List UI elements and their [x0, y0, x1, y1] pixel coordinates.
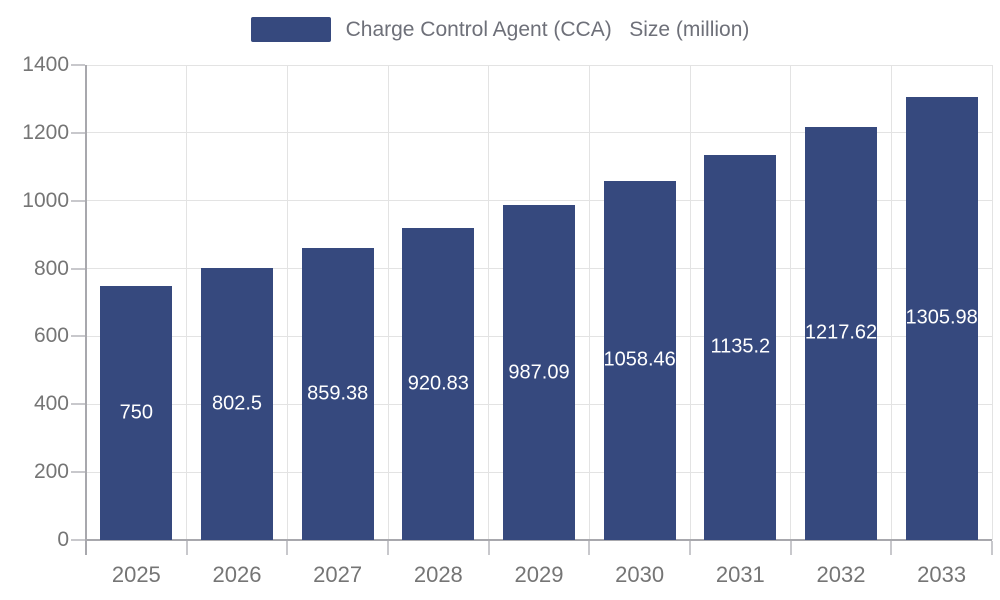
bar-value-label: 1217.62 [804, 321, 878, 344]
y-axis-tick-label: 0 [57, 528, 69, 551]
y-axis-line [85, 65, 87, 555]
x-axis-label-2026: 2026 [212, 562, 262, 587]
y-axis-tick-label: 800 [33, 256, 69, 280]
y-axis-tick [71, 335, 85, 338]
bar-value-label: 802.5 [211, 392, 263, 415]
bar-2030[interactable] [603, 180, 676, 540]
x-axis-label-2032: 2032 [816, 562, 866, 587]
bar-2032[interactable] [805, 126, 877, 540]
bar-2028[interactable] [402, 227, 475, 540]
bar-2025[interactable] [100, 285, 173, 540]
gridline-vertical [588, 65, 590, 540]
y-axis-tick-label: 600 [33, 324, 69, 348]
x-axis-label-2028: 2028 [413, 562, 463, 587]
x-axis-label-2030: 2030 [615, 562, 665, 587]
bar-2031[interactable] [704, 154, 777, 540]
x-axis-tick [286, 541, 289, 555]
bar-2026[interactable] [201, 267, 273, 540]
y-axis-tick-label: 1400 [22, 53, 69, 76]
bar-value-label: 920.83 [407, 372, 469, 395]
x-axis-tick [991, 541, 993, 555]
bar-value-label: 987.09 [508, 361, 570, 384]
y-axis-tick [71, 267, 85, 270]
y-axis-tick-label: 1000 [22, 188, 69, 212]
x-axis-label-2031: 2031 [715, 562, 765, 587]
gridline-vertical [488, 65, 490, 540]
gridline-vertical [689, 65, 691, 540]
gridline-vertical [186, 65, 188, 540]
gridline-vertical [790, 65, 792, 540]
gridline-vertical [991, 65, 993, 540]
legend[interactable]: Charge Control Agent (CCA) Size (million… [0, 17, 1000, 42]
x-axis-tick [387, 541, 389, 555]
y-axis-tick [71, 471, 85, 474]
bar-value-label: 859.38 [307, 382, 369, 405]
x-axis-label-2025: 2025 [111, 562, 161, 587]
gridline-horizontal [86, 64, 992, 66]
gridline-vertical [286, 65, 288, 540]
y-axis-tick [71, 64, 85, 66]
gridline-horizontal [86, 132, 992, 134]
y-axis-tick [71, 403, 85, 406]
y-axis-tick-label: 1200 [22, 120, 69, 144]
x-axis-label-2029: 2029 [514, 562, 564, 587]
gridline-vertical [890, 65, 892, 540]
x-axis-tick [588, 541, 591, 555]
x-axis-line [86, 539, 992, 541]
bar-value-label: 1305.98 [905, 306, 978, 329]
bar-value-label: 750 [119, 401, 154, 424]
x-axis-label-2033: 2033 [917, 562, 967, 587]
bar-2033[interactable] [905, 96, 978, 540]
x-axis-tick [487, 541, 490, 555]
gridline-vertical [387, 65, 389, 540]
x-axis-label-2027: 2027 [313, 562, 363, 587]
x-axis-tick [789, 541, 792, 555]
y-axis-tick [71, 539, 85, 541]
legend-label: Charge Control Agent (CCA) Size (million… [345, 17, 750, 41]
bar-2027[interactable] [301, 248, 374, 540]
gridline-horizontal [86, 200, 992, 202]
x-axis-tick [185, 541, 188, 555]
y-axis-tick-label: 400 [33, 392, 69, 416]
y-axis-tick [71, 199, 85, 202]
y-axis-tick [71, 131, 85, 134]
bar-value-label: 1135.2 [710, 335, 771, 358]
bar-value-label: 1058.46 [603, 348, 676, 371]
y-axis-tick-label: 200 [33, 460, 69, 484]
bar-2029[interactable] [503, 205, 575, 540]
legend-swatch [250, 17, 331, 42]
x-axis-tick [890, 541, 893, 555]
x-axis-tick [689, 541, 691, 555]
